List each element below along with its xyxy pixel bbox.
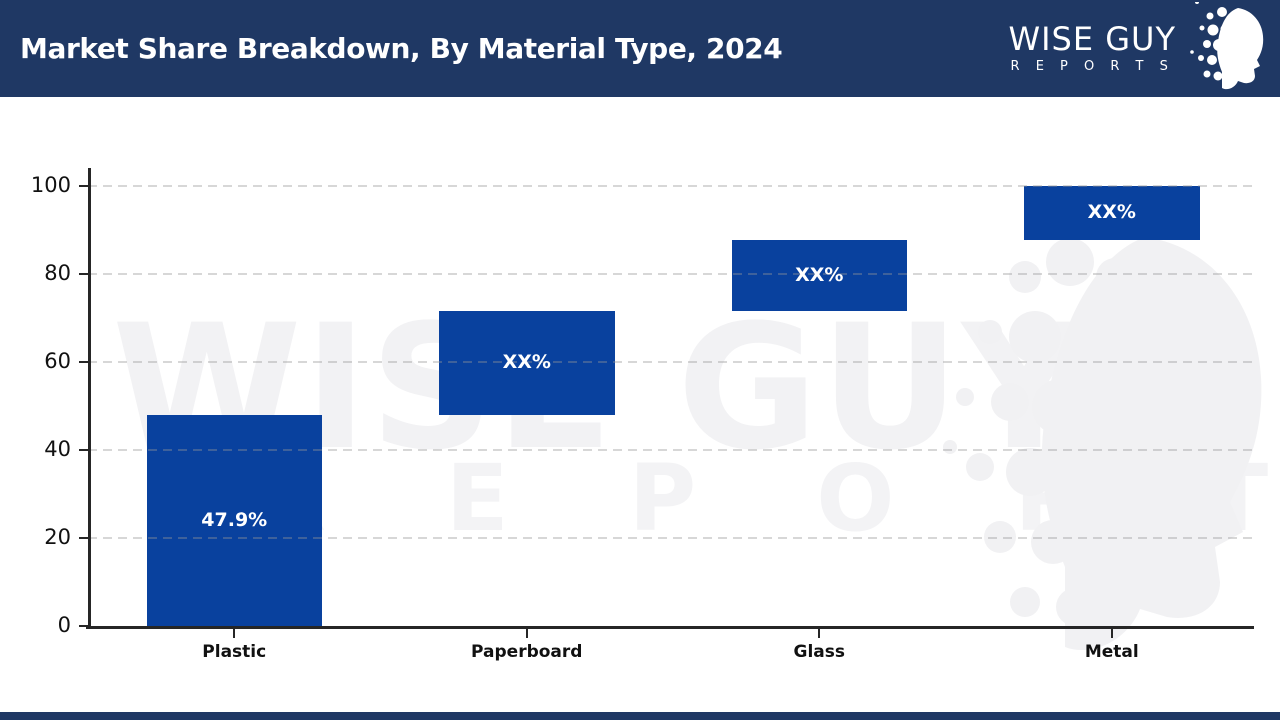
logo-text: WISE GUY R E P O R T S: [1008, 23, 1176, 74]
chart-area: WISE GUY R E P O R T S 02040608010047.9%…: [0, 97, 1280, 712]
bar-label-glass: XX%: [795, 263, 844, 286]
y-tick-80: [79, 273, 88, 275]
bar-label-metal: XX%: [1087, 201, 1136, 224]
gridline-100: [88, 185, 1258, 187]
x-label-glass: Glass: [793, 642, 846, 662]
bar-label-paperboard: XX%: [502, 351, 551, 374]
y-tick-label-0: 0: [57, 613, 71, 637]
y-tick-label-100: 100: [30, 173, 71, 197]
x-tick-paperboard: [525, 629, 528, 638]
bar-paperboard: [439, 310, 615, 416]
y-tick-label-40: 40: [44, 437, 71, 461]
gridline-40: [88, 449, 1258, 451]
x-axis-line: [86, 626, 1254, 629]
y-tick-100: [79, 185, 88, 187]
gridline-80: [88, 273, 1258, 275]
wise-guy-logo: WISE GUY R E P O R T S: [1008, 0, 1280, 96]
gridline-60: [88, 361, 1258, 363]
logo-wordmark: WISE GUY: [1008, 20, 1176, 59]
y-tick-20: [79, 537, 88, 539]
page-title: Market Share Breakdown, By Material Type…: [20, 32, 783, 65]
x-label-paperboard: Paperboard: [471, 642, 583, 662]
footer-bar: [0, 712, 1280, 720]
x-tick-glass: [818, 629, 821, 638]
face-logo-icon: [1180, 0, 1266, 96]
bar-label-plastic: 47.9%: [201, 508, 268, 531]
x-label-plastic: Plastic: [202, 642, 267, 662]
header-bar: Market Share Breakdown, By Material Type…: [0, 0, 1280, 97]
logo-subtitle: R E P O R T S: [1010, 58, 1174, 74]
y-tick-40: [79, 449, 88, 451]
bar-metal: [1024, 186, 1200, 241]
watermark-face-icon: [905, 217, 1265, 691]
bar-glass: [731, 240, 907, 311]
x-tick-metal: [1110, 629, 1113, 638]
y-axis-line: [88, 168, 91, 629]
x-label-metal: Metal: [1084, 642, 1139, 662]
x-tick-plastic: [233, 629, 236, 638]
y-tick-label-60: 60: [44, 349, 71, 373]
y-tick-0: [79, 625, 88, 627]
y-tick-label-20: 20: [44, 525, 71, 549]
gridline-20: [88, 537, 1258, 539]
bar-plastic: [146, 415, 322, 626]
y-tick-label-80: 80: [44, 261, 71, 285]
y-tick-60: [79, 361, 88, 363]
